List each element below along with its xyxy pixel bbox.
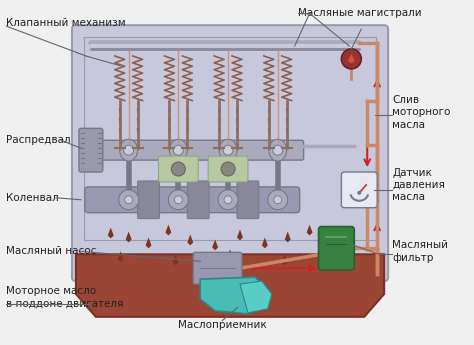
Text: Клапанный механизм: Клапанный механизм xyxy=(6,18,126,28)
Circle shape xyxy=(174,196,182,204)
Polygon shape xyxy=(212,239,218,250)
FancyBboxPatch shape xyxy=(341,172,377,208)
Polygon shape xyxy=(218,118,220,124)
Text: Слив
моторного
масла: Слив моторного масла xyxy=(392,95,450,130)
Polygon shape xyxy=(218,128,220,133)
Circle shape xyxy=(125,196,133,204)
Text: Маслоприемник: Маслоприемник xyxy=(178,320,266,330)
Circle shape xyxy=(223,145,233,155)
FancyBboxPatch shape xyxy=(85,187,300,213)
Circle shape xyxy=(124,145,134,155)
Circle shape xyxy=(218,190,238,210)
Polygon shape xyxy=(118,109,121,114)
Text: Распредвал: Распредвал xyxy=(6,135,71,145)
Polygon shape xyxy=(76,254,384,317)
Polygon shape xyxy=(282,254,288,265)
Polygon shape xyxy=(137,109,138,114)
Polygon shape xyxy=(218,109,220,114)
Circle shape xyxy=(268,190,288,210)
Circle shape xyxy=(273,145,283,155)
Circle shape xyxy=(168,190,188,210)
Polygon shape xyxy=(168,118,170,124)
FancyBboxPatch shape xyxy=(208,156,248,182)
Circle shape xyxy=(341,49,361,69)
FancyBboxPatch shape xyxy=(193,252,242,284)
Polygon shape xyxy=(173,254,178,265)
Polygon shape xyxy=(165,225,172,236)
Polygon shape xyxy=(118,252,124,262)
Polygon shape xyxy=(268,109,270,114)
Polygon shape xyxy=(227,249,233,260)
Polygon shape xyxy=(236,118,238,124)
Circle shape xyxy=(274,196,282,204)
FancyBboxPatch shape xyxy=(187,181,209,219)
Polygon shape xyxy=(108,228,114,238)
Circle shape xyxy=(221,162,235,176)
Text: Коленвал: Коленвал xyxy=(6,193,59,203)
Polygon shape xyxy=(187,235,193,245)
Polygon shape xyxy=(200,277,268,314)
Circle shape xyxy=(357,191,361,195)
FancyBboxPatch shape xyxy=(158,156,198,182)
FancyBboxPatch shape xyxy=(237,181,259,219)
Polygon shape xyxy=(146,237,152,248)
Polygon shape xyxy=(186,128,188,133)
FancyBboxPatch shape xyxy=(79,128,103,172)
Polygon shape xyxy=(126,231,132,243)
Polygon shape xyxy=(347,53,356,64)
Ellipse shape xyxy=(169,139,187,161)
FancyBboxPatch shape xyxy=(137,181,159,219)
Polygon shape xyxy=(186,118,188,124)
FancyBboxPatch shape xyxy=(72,25,388,281)
Polygon shape xyxy=(186,109,188,114)
Polygon shape xyxy=(118,118,121,124)
FancyBboxPatch shape xyxy=(86,140,304,160)
Text: Масляный
фильтр: Масляный фильтр xyxy=(392,240,448,263)
Polygon shape xyxy=(262,237,268,248)
Polygon shape xyxy=(237,229,243,240)
Circle shape xyxy=(224,196,232,204)
Polygon shape xyxy=(240,281,272,313)
Ellipse shape xyxy=(269,139,287,161)
Polygon shape xyxy=(285,231,291,243)
Polygon shape xyxy=(286,128,288,133)
FancyBboxPatch shape xyxy=(319,227,354,270)
Polygon shape xyxy=(236,128,238,133)
Polygon shape xyxy=(286,109,288,114)
Polygon shape xyxy=(168,128,170,133)
Circle shape xyxy=(173,145,183,155)
Polygon shape xyxy=(137,128,138,133)
Text: Датчик
давления
масла: Датчик давления масла xyxy=(392,167,445,202)
Polygon shape xyxy=(118,128,121,133)
Text: Масляный насос: Масляный насос xyxy=(6,246,97,256)
Polygon shape xyxy=(286,118,288,124)
Text: Масляные магистрали: Масляные магистрали xyxy=(298,8,421,18)
Polygon shape xyxy=(168,109,170,114)
Text: Моторное масло
в поддоне двигателя: Моторное масло в поддоне двигателя xyxy=(6,286,124,308)
Polygon shape xyxy=(236,109,238,114)
Polygon shape xyxy=(268,118,270,124)
Ellipse shape xyxy=(120,139,137,161)
Polygon shape xyxy=(137,118,138,124)
Circle shape xyxy=(172,162,185,176)
Polygon shape xyxy=(317,247,322,258)
Circle shape xyxy=(118,190,138,210)
Ellipse shape xyxy=(219,139,237,161)
Polygon shape xyxy=(307,225,312,236)
Polygon shape xyxy=(268,128,270,133)
